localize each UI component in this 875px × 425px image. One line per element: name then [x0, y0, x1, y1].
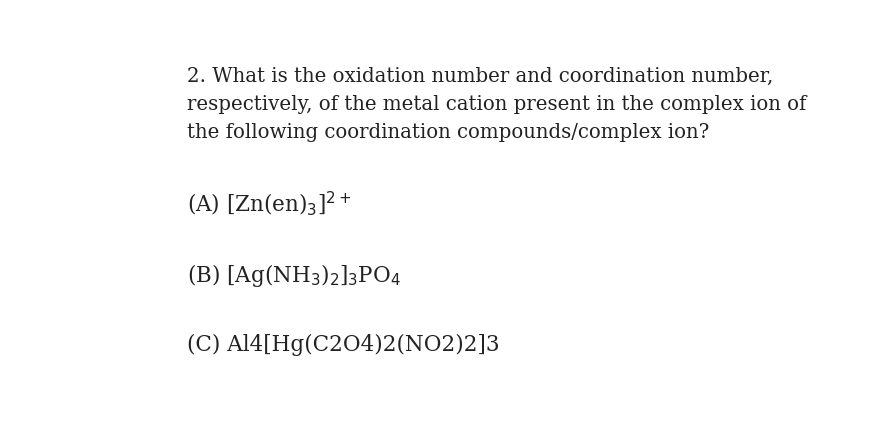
Text: (C) Al4[Hg(C2O4)2(NO2)2]3: (C) Al4[Hg(C2O4)2(NO2)2]3 — [187, 334, 500, 356]
Text: (A) [Zn(en)$_3$]$^{2+}$: (A) [Zn(en)$_3$]$^{2+}$ — [187, 190, 352, 218]
Text: (B) [Ag(NH$_3$)$_2$]$_3$PO$_4$: (B) [Ag(NH$_3$)$_2$]$_3$PO$_4$ — [187, 262, 402, 289]
Text: 2. What is the oxidation number and coordination number,
respectively, of the me: 2. What is the oxidation number and coor… — [187, 68, 807, 142]
